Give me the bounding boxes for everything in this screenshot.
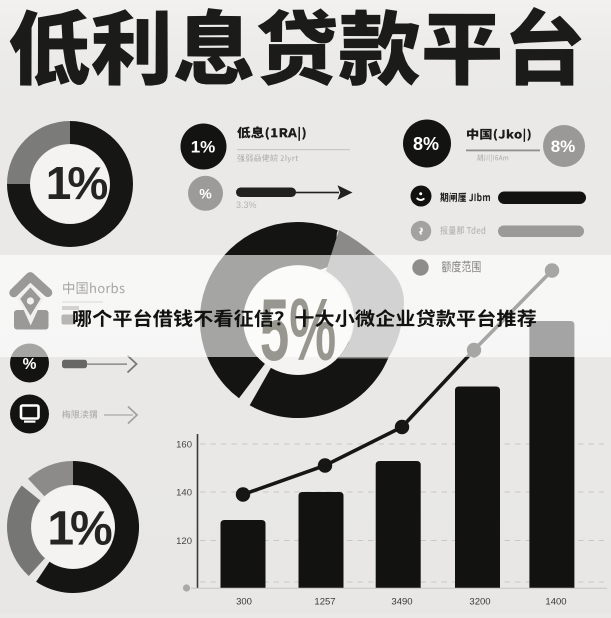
svg-text:3.3%: 3.3% [236,200,257,210]
svg-text:3490: 3490 [391,597,412,608]
svg-text:1%: 1% [191,138,216,157]
svg-text:3200: 3200 [469,597,490,608]
svg-text:8%: 8% [413,134,439,154]
svg-text:300: 300 [236,597,252,608]
svg-text:140: 140 [176,488,192,499]
svg-text:160: 160 [176,440,192,451]
svg-text:120: 120 [176,536,192,547]
svg-text:1400: 1400 [545,597,566,608]
svg-text:5%: 5% [260,281,336,379]
svg-text:%: % [23,356,37,373]
svg-text:1%: 1% [47,503,112,556]
svg-text:%: % [199,185,212,201]
svg-text:1%: 1% [46,157,108,209]
svg-text:1257: 1257 [314,597,335,608]
svg-text:8%: 8% [551,137,576,156]
